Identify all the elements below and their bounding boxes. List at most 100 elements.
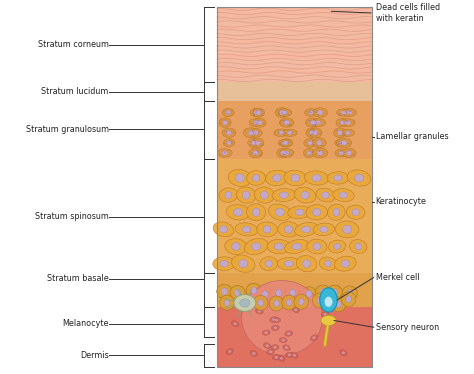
Ellipse shape: [263, 226, 271, 233]
Ellipse shape: [282, 295, 296, 310]
Ellipse shape: [343, 225, 352, 234]
Ellipse shape: [352, 154, 354, 155]
Ellipse shape: [279, 337, 287, 343]
Ellipse shape: [313, 129, 315, 131]
Ellipse shape: [333, 188, 354, 202]
Ellipse shape: [259, 120, 260, 121]
Ellipse shape: [255, 154, 256, 156]
Ellipse shape: [242, 280, 322, 355]
Ellipse shape: [286, 113, 287, 114]
Ellipse shape: [334, 243, 340, 250]
Ellipse shape: [285, 346, 288, 349]
Ellipse shape: [248, 138, 259, 147]
Ellipse shape: [249, 119, 263, 127]
Ellipse shape: [227, 150, 228, 151]
Ellipse shape: [231, 110, 233, 111]
Ellipse shape: [235, 289, 241, 296]
Ellipse shape: [254, 111, 258, 114]
Ellipse shape: [272, 188, 296, 202]
Ellipse shape: [253, 120, 259, 125]
Ellipse shape: [320, 226, 328, 233]
Ellipse shape: [339, 141, 340, 142]
Ellipse shape: [346, 123, 347, 124]
Ellipse shape: [223, 120, 228, 125]
Ellipse shape: [258, 300, 264, 306]
Ellipse shape: [342, 286, 357, 300]
Ellipse shape: [229, 141, 231, 142]
Ellipse shape: [294, 294, 309, 309]
Text: Keratinocyte: Keratinocyte: [375, 197, 427, 206]
Ellipse shape: [339, 114, 341, 116]
Ellipse shape: [225, 152, 226, 153]
Ellipse shape: [346, 124, 347, 125]
Ellipse shape: [314, 124, 316, 125]
Ellipse shape: [250, 141, 252, 142]
Ellipse shape: [318, 115, 319, 116]
Ellipse shape: [292, 132, 293, 133]
Ellipse shape: [310, 128, 322, 138]
Ellipse shape: [312, 151, 314, 152]
Ellipse shape: [265, 260, 272, 267]
Text: Merkel cell: Merkel cell: [375, 273, 419, 282]
Ellipse shape: [346, 121, 347, 122]
Ellipse shape: [292, 243, 301, 250]
Ellipse shape: [240, 301, 246, 307]
Bar: [217, 159, 372, 273]
Ellipse shape: [224, 299, 230, 306]
Ellipse shape: [219, 154, 221, 155]
Ellipse shape: [312, 140, 314, 141]
Ellipse shape: [262, 113, 263, 114]
Ellipse shape: [314, 139, 315, 140]
Ellipse shape: [250, 128, 262, 137]
Text: Stratum spinosum: Stratum spinosum: [35, 212, 109, 221]
Ellipse shape: [313, 243, 321, 250]
Ellipse shape: [226, 205, 250, 220]
Ellipse shape: [309, 112, 310, 113]
Ellipse shape: [318, 110, 323, 115]
Ellipse shape: [284, 226, 292, 233]
Ellipse shape: [251, 123, 253, 125]
Ellipse shape: [301, 191, 309, 199]
Ellipse shape: [217, 284, 232, 298]
Ellipse shape: [253, 108, 264, 117]
Ellipse shape: [341, 142, 342, 143]
Ellipse shape: [291, 125, 292, 126]
Ellipse shape: [269, 350, 272, 353]
Text: Lamellar granules: Lamellar granules: [375, 132, 448, 141]
Ellipse shape: [273, 346, 277, 349]
Ellipse shape: [254, 151, 258, 155]
Ellipse shape: [271, 345, 279, 350]
Ellipse shape: [279, 142, 281, 143]
Ellipse shape: [312, 293, 327, 308]
Ellipse shape: [279, 192, 289, 198]
Ellipse shape: [278, 222, 299, 237]
Ellipse shape: [339, 151, 344, 155]
Ellipse shape: [231, 321, 239, 327]
Ellipse shape: [334, 175, 342, 181]
Text: Dermis: Dermis: [80, 351, 109, 360]
Ellipse shape: [227, 131, 232, 135]
Ellipse shape: [317, 151, 323, 155]
Ellipse shape: [350, 240, 367, 254]
Ellipse shape: [341, 292, 356, 307]
Ellipse shape: [294, 187, 316, 203]
Ellipse shape: [213, 222, 234, 237]
Ellipse shape: [306, 290, 312, 297]
Ellipse shape: [284, 170, 307, 186]
Ellipse shape: [337, 144, 339, 145]
Ellipse shape: [226, 131, 228, 132]
Ellipse shape: [327, 172, 349, 184]
Ellipse shape: [303, 148, 315, 157]
Ellipse shape: [239, 260, 248, 268]
Ellipse shape: [226, 349, 234, 355]
Ellipse shape: [307, 145, 309, 147]
Ellipse shape: [285, 239, 309, 254]
Ellipse shape: [313, 144, 315, 145]
Ellipse shape: [234, 295, 256, 311]
Ellipse shape: [299, 298, 304, 305]
Ellipse shape: [315, 154, 317, 155]
Ellipse shape: [355, 174, 364, 182]
Ellipse shape: [219, 118, 231, 128]
Ellipse shape: [245, 129, 246, 130]
Ellipse shape: [281, 113, 283, 114]
